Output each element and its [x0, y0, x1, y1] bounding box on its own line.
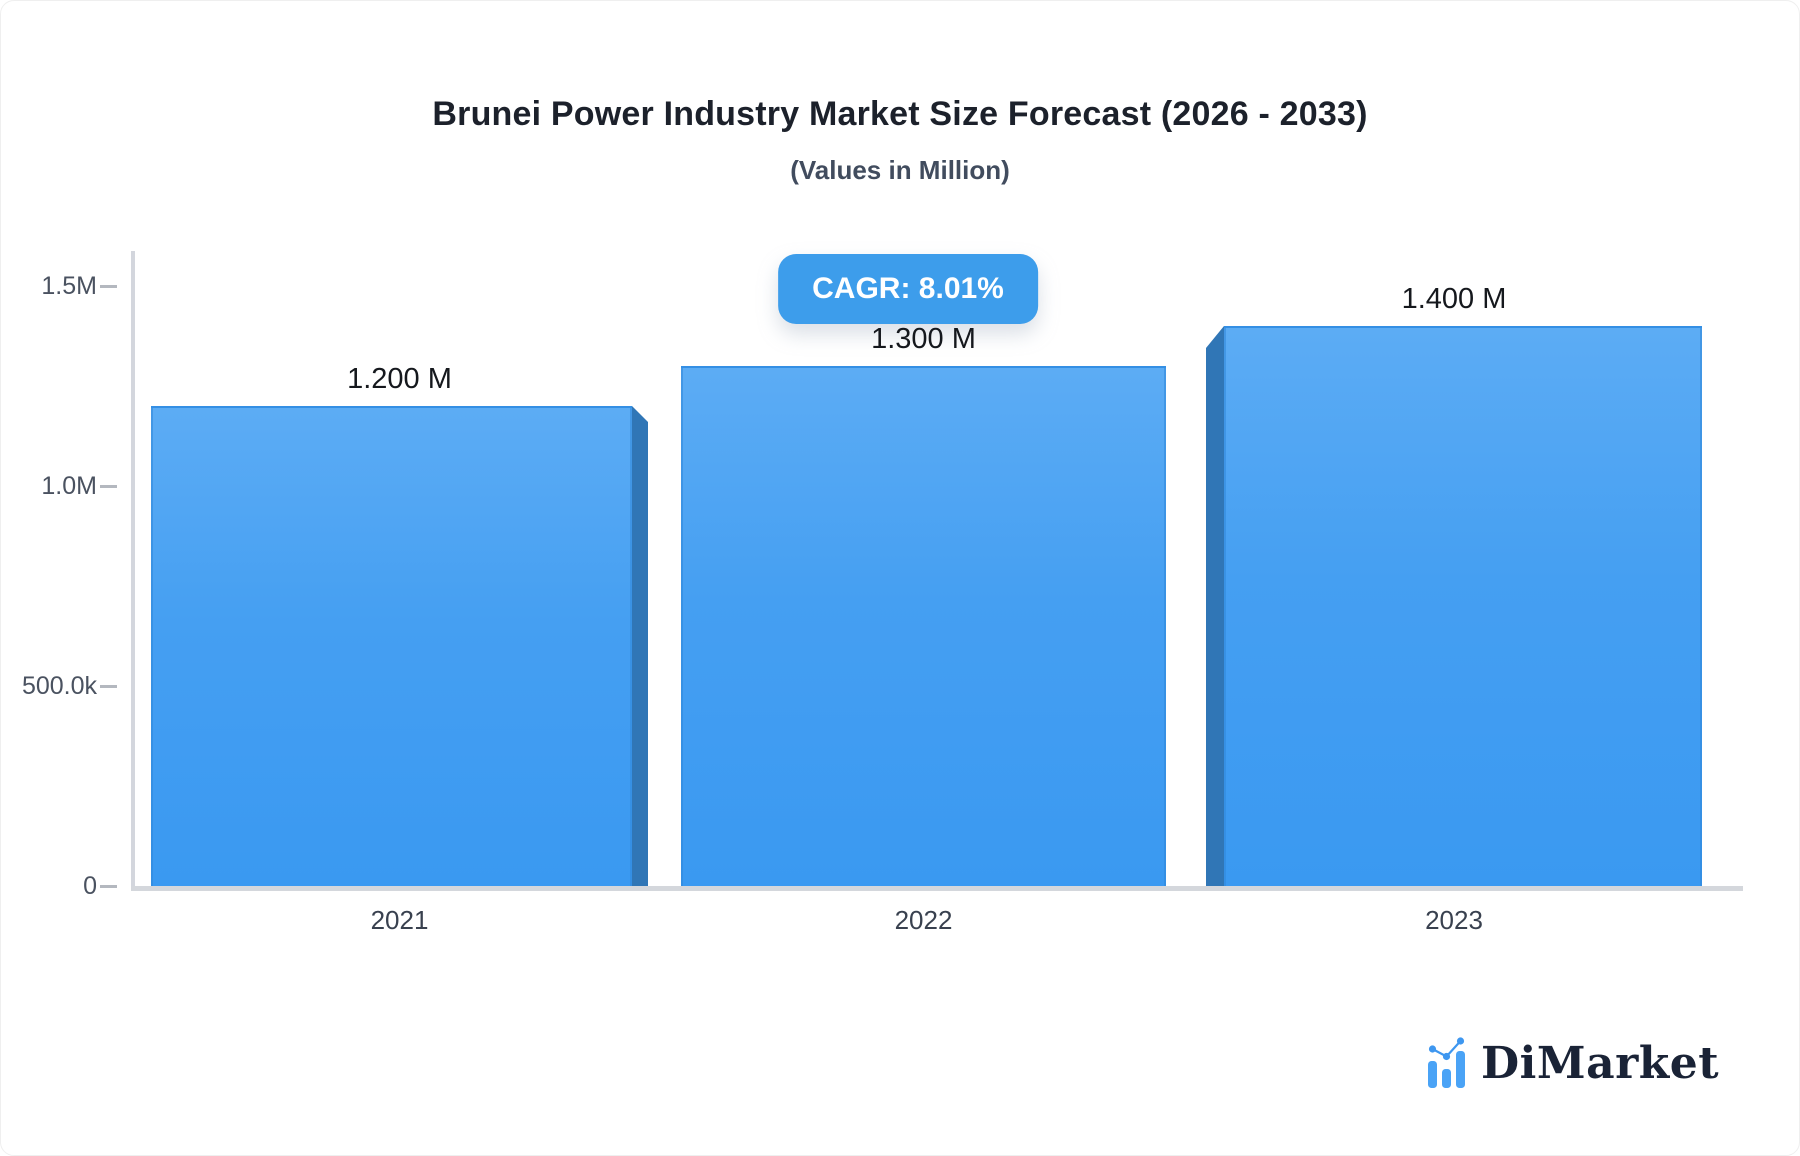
cagr-badge: CAGR: 8.01% [778, 254, 1038, 324]
bar-group: 1.400 M 2023 [1206, 283, 1702, 935]
brand-logo: DiMarket [1426, 1035, 1719, 1093]
plot-area: 1.200 M 2021 1.300 M 2022 1.400 M 2023 [131, 283, 1721, 935]
chart-subtitle: (Values in Million) [790, 155, 1010, 185]
bar-2022[interactable] [681, 366, 1166, 886]
bar-2023[interactable] [1224, 326, 1702, 886]
chart-title: Brunei Power Industry Market Size Foreca… [432, 95, 1368, 133]
bar-2021[interactable] [151, 406, 632, 886]
bar-value-label: 1.300 M [871, 323, 976, 355]
y-tick-label: 1.5M [41, 272, 97, 300]
x-axis-label: 2021 [370, 905, 429, 935]
y-tick-label: 500.0k [21, 672, 97, 700]
brand-name: DiMarket [1481, 1038, 1720, 1089]
x-axis-label: 2023 [1425, 905, 1483, 935]
bar-2021-side-bevel [632, 406, 648, 886]
y-tick-mark [100, 285, 117, 288]
x-axis-line [131, 886, 1743, 891]
y-tick-mark [100, 485, 117, 488]
mini-bar-chart-icon [1428, 1037, 1465, 1088]
y-axis-line [131, 251, 135, 890]
bar-2023-side-bevel [1206, 326, 1224, 886]
bar-group: 1.200 M 2021 [151, 286, 648, 935]
y-tick-mark [100, 885, 117, 888]
bar-value-label: 1.200 M [347, 363, 452, 395]
y-tick-label: 1.0M [41, 472, 97, 500]
bar-value-label: 1.400 M [1401, 283, 1507, 315]
bar-group: 1.300 M 2022 [681, 286, 1166, 935]
x-axis-label: 2022 [894, 905, 953, 935]
y-tick-label: 0 [83, 872, 97, 900]
y-tick-mark [100, 685, 117, 688]
